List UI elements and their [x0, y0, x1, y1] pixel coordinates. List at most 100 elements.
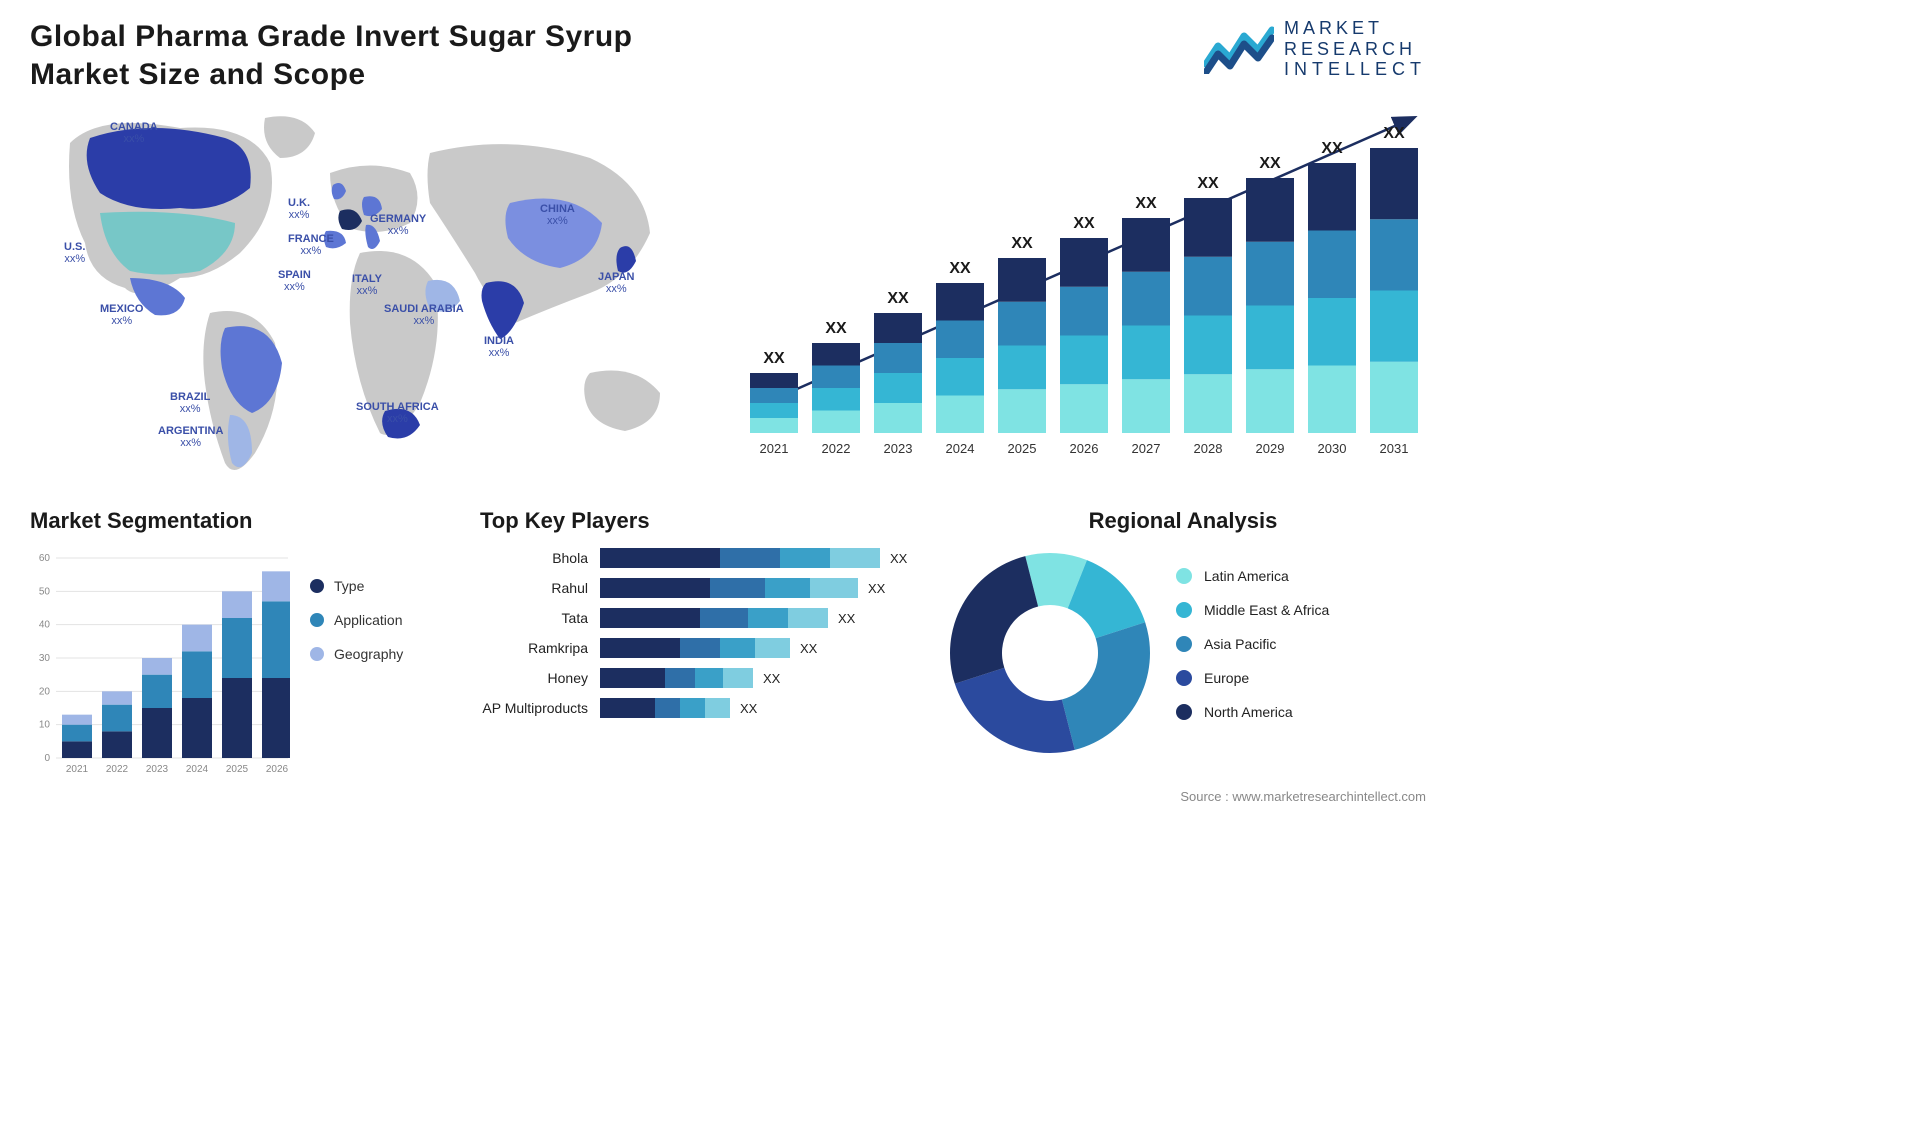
player-bar-segment	[680, 698, 705, 718]
player-bar-segment	[695, 668, 723, 688]
player-bar-segment	[600, 548, 720, 568]
player-bar-segment	[780, 548, 830, 568]
brand-logo: MARKET RESEARCH INTELLECT	[1204, 18, 1426, 80]
regional-legend: Latin AmericaMiddle East & AfricaAsia Pa…	[1160, 548, 1426, 758]
player-bar-segment	[665, 668, 695, 688]
player-value: XX	[858, 581, 885, 596]
world-map-panel: CANADAxx%U.S.xx%MEXICOxx%BRAZILxx%ARGENT…	[30, 103, 690, 483]
player-name: Honey	[480, 670, 600, 686]
player-row: Tata XX	[480, 608, 910, 628]
svg-text:2030: 2030	[1318, 441, 1347, 456]
svg-text:XX: XX	[949, 260, 971, 277]
svg-text:2029: 2029	[1256, 441, 1285, 456]
player-bar	[600, 638, 790, 658]
map-label-u-k-: U.K.xx%	[288, 197, 310, 221]
map-label-u-s-: U.S.xx%	[64, 241, 85, 265]
player-bar-segment	[600, 608, 700, 628]
legend-swatch	[1176, 704, 1192, 720]
player-name: AP Multiproducts	[480, 700, 600, 716]
player-row: RahulXX	[480, 578, 910, 598]
players-title: Top Key Players	[480, 508, 910, 534]
svg-text:30: 30	[39, 653, 51, 664]
svg-text:0: 0	[44, 753, 50, 764]
growth-chart-svg: XX2021XX2022XX2023XX2024XX2025XX2026XX20…	[730, 103, 1430, 473]
player-bar	[600, 578, 858, 598]
players-rows: BholaXXRahulXXTataXXRamkripaXXHoneyXXAP …	[480, 548, 910, 718]
player-bar	[600, 608, 828, 628]
source-attribution: Source : www.marketresearchintellect.com	[1180, 789, 1426, 804]
player-name: Ramkripa	[480, 640, 600, 656]
player-value: XX	[880, 551, 907, 566]
svg-text:XX: XX	[825, 320, 847, 337]
player-bar-segment	[600, 698, 655, 718]
legend-swatch	[1176, 670, 1192, 686]
svg-text:XX: XX	[1135, 195, 1157, 212]
legend-label: Geography	[334, 646, 403, 662]
segmentation-legend-item: Geography	[310, 646, 450, 662]
map-label-canada: CANADAxx%	[110, 121, 158, 145]
player-bar	[600, 548, 880, 568]
svg-text:2025: 2025	[1008, 441, 1037, 456]
player-bar-segment	[755, 638, 790, 658]
segmentation-chart: 0102030405060202120222023202420252026	[30, 548, 290, 783]
player-name: Tata	[480, 610, 600, 626]
map-label-france: FRANCExx%	[288, 233, 334, 257]
map-label-india: INDIAxx%	[484, 335, 514, 359]
svg-text:XX: XX	[1259, 155, 1281, 172]
svg-text:XX: XX	[1321, 140, 1343, 157]
svg-text:2026: 2026	[1070, 441, 1099, 456]
player-bar-segment	[700, 608, 748, 628]
regional-title: Regional Analysis	[940, 508, 1426, 534]
svg-text:XX: XX	[1011, 235, 1033, 252]
regional-legend-item: North America	[1176, 704, 1426, 720]
regional-donut	[940, 548, 1160, 758]
header: Global Pharma Grade Invert Sugar Syrup M…	[30, 18, 1426, 93]
map-label-brazil: BRAZILxx%	[170, 391, 210, 415]
svg-text:XX: XX	[763, 350, 785, 367]
player-bar	[600, 668, 753, 688]
regional-legend-item: Europe	[1176, 670, 1426, 686]
legend-label: North America	[1204, 704, 1293, 720]
players-panel: Top Key Players BholaXXRahulXXTataXXRamk…	[480, 508, 910, 798]
player-value: XX	[753, 671, 780, 686]
svg-text:XX: XX	[1383, 125, 1405, 142]
legend-swatch	[1176, 602, 1192, 618]
regional-panel: Regional Analysis Latin AmericaMiddle Ea…	[940, 508, 1426, 798]
svg-text:2023: 2023	[884, 441, 913, 456]
player-bar-segment	[600, 578, 710, 598]
legend-swatch	[310, 579, 324, 593]
player-bar-segment	[830, 548, 880, 568]
player-bar-segment	[720, 548, 780, 568]
map-label-spain: SPAINxx%	[278, 269, 311, 293]
segmentation-legend-item: Application	[310, 612, 450, 628]
svg-text:2024: 2024	[186, 764, 209, 775]
player-bar-segment	[723, 668, 753, 688]
player-row: Honey XX	[480, 668, 910, 688]
player-value: XX	[828, 611, 855, 626]
map-label-saudi-arabia: SAUDI ARABIAxx%	[384, 303, 464, 327]
player-row: RamkripaXX	[480, 638, 910, 658]
legend-swatch	[1176, 568, 1192, 584]
segmentation-legend: TypeApplicationGeography	[290, 548, 450, 783]
player-bar-segment	[720, 638, 755, 658]
svg-text:XX: XX	[1197, 175, 1219, 192]
svg-text:XX: XX	[887, 290, 909, 307]
legend-swatch	[1176, 636, 1192, 652]
page-title: Global Pharma Grade Invert Sugar Syrup M…	[30, 18, 730, 93]
legend-swatch	[310, 647, 324, 661]
player-name: Bhola	[480, 550, 600, 566]
map-label-italy: ITALYxx%	[352, 273, 382, 297]
segmentation-panel: Market Segmentation 01020304050602021202…	[30, 508, 450, 798]
player-bar-segment	[748, 608, 788, 628]
player-row: Bhola XX	[480, 548, 910, 568]
svg-text:2022: 2022	[822, 441, 851, 456]
player-bar-segment	[788, 608, 828, 628]
player-bar-segment	[765, 578, 810, 598]
player-value: XX	[730, 701, 757, 716]
svg-text:40: 40	[39, 620, 51, 631]
svg-text:50: 50	[39, 586, 51, 597]
svg-text:2026: 2026	[266, 764, 289, 775]
legend-label: Europe	[1204, 670, 1249, 686]
svg-text:60: 60	[39, 553, 51, 564]
player-row: AP Multiproducts XX	[480, 698, 910, 718]
